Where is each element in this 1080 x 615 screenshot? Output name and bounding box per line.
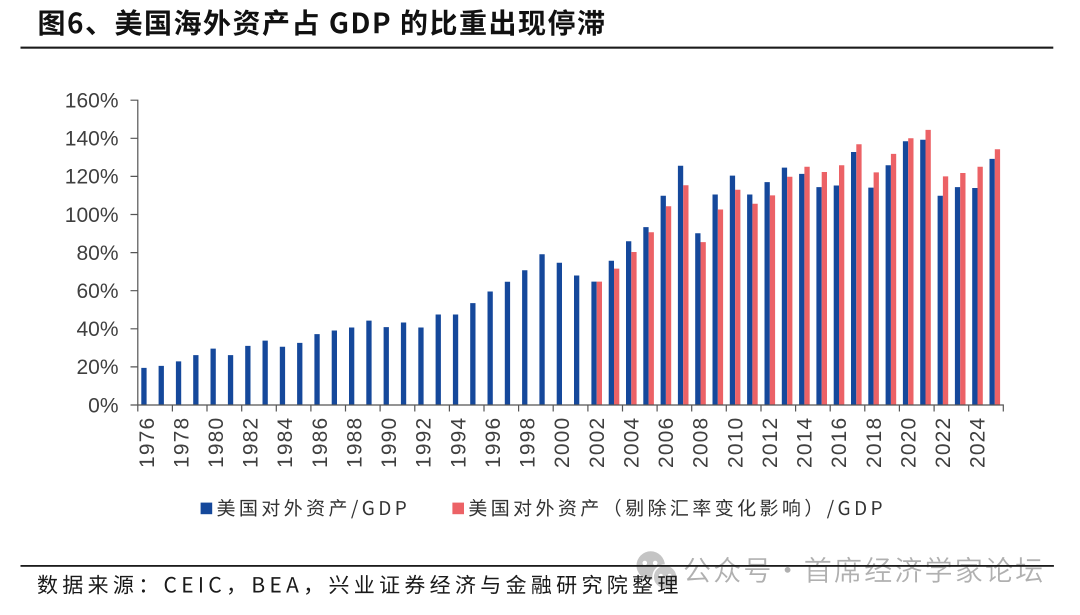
svg-text:1986: 1986 bbox=[309, 417, 332, 468]
svg-text:1992: 1992 bbox=[413, 417, 436, 468]
svg-text:2000: 2000 bbox=[551, 417, 574, 468]
svg-text:140%: 140% bbox=[65, 128, 119, 151]
svg-text:1982: 1982 bbox=[240, 417, 263, 468]
svg-text:80%: 80% bbox=[76, 242, 118, 265]
svg-text:2006: 2006 bbox=[655, 417, 678, 468]
svg-text:120%: 120% bbox=[65, 166, 119, 189]
svg-text:1984: 1984 bbox=[274, 417, 297, 468]
svg-text:1978: 1978 bbox=[170, 417, 193, 468]
svg-text:2018: 2018 bbox=[863, 417, 886, 468]
svg-text:2020: 2020 bbox=[897, 417, 920, 468]
svg-text:2002: 2002 bbox=[586, 417, 609, 468]
svg-text:2016: 2016 bbox=[828, 417, 851, 468]
svg-text:40%: 40% bbox=[76, 318, 118, 341]
svg-text:2004: 2004 bbox=[620, 417, 643, 468]
svg-text:2022: 2022 bbox=[932, 417, 955, 468]
svg-text:100%: 100% bbox=[65, 204, 119, 227]
svg-text:1988: 1988 bbox=[344, 417, 367, 468]
svg-text:1998: 1998 bbox=[517, 417, 540, 468]
svg-text:2014: 2014 bbox=[794, 417, 817, 468]
svg-text:1990: 1990 bbox=[378, 417, 401, 468]
svg-text:2012: 2012 bbox=[759, 417, 782, 468]
svg-text:2008: 2008 bbox=[690, 417, 713, 468]
svg-text:60%: 60% bbox=[76, 280, 118, 303]
svg-text:1980: 1980 bbox=[205, 417, 228, 468]
svg-text:2024: 2024 bbox=[967, 417, 990, 468]
svg-text:20%: 20% bbox=[76, 356, 118, 379]
svg-text:0%: 0% bbox=[88, 394, 118, 417]
svg-text:2010: 2010 bbox=[724, 417, 747, 468]
svg-text:1994: 1994 bbox=[447, 417, 470, 468]
svg-text:160%: 160% bbox=[65, 90, 119, 113]
svg-text:1976: 1976 bbox=[136, 417, 159, 468]
svg-text:1996: 1996 bbox=[482, 417, 505, 468]
